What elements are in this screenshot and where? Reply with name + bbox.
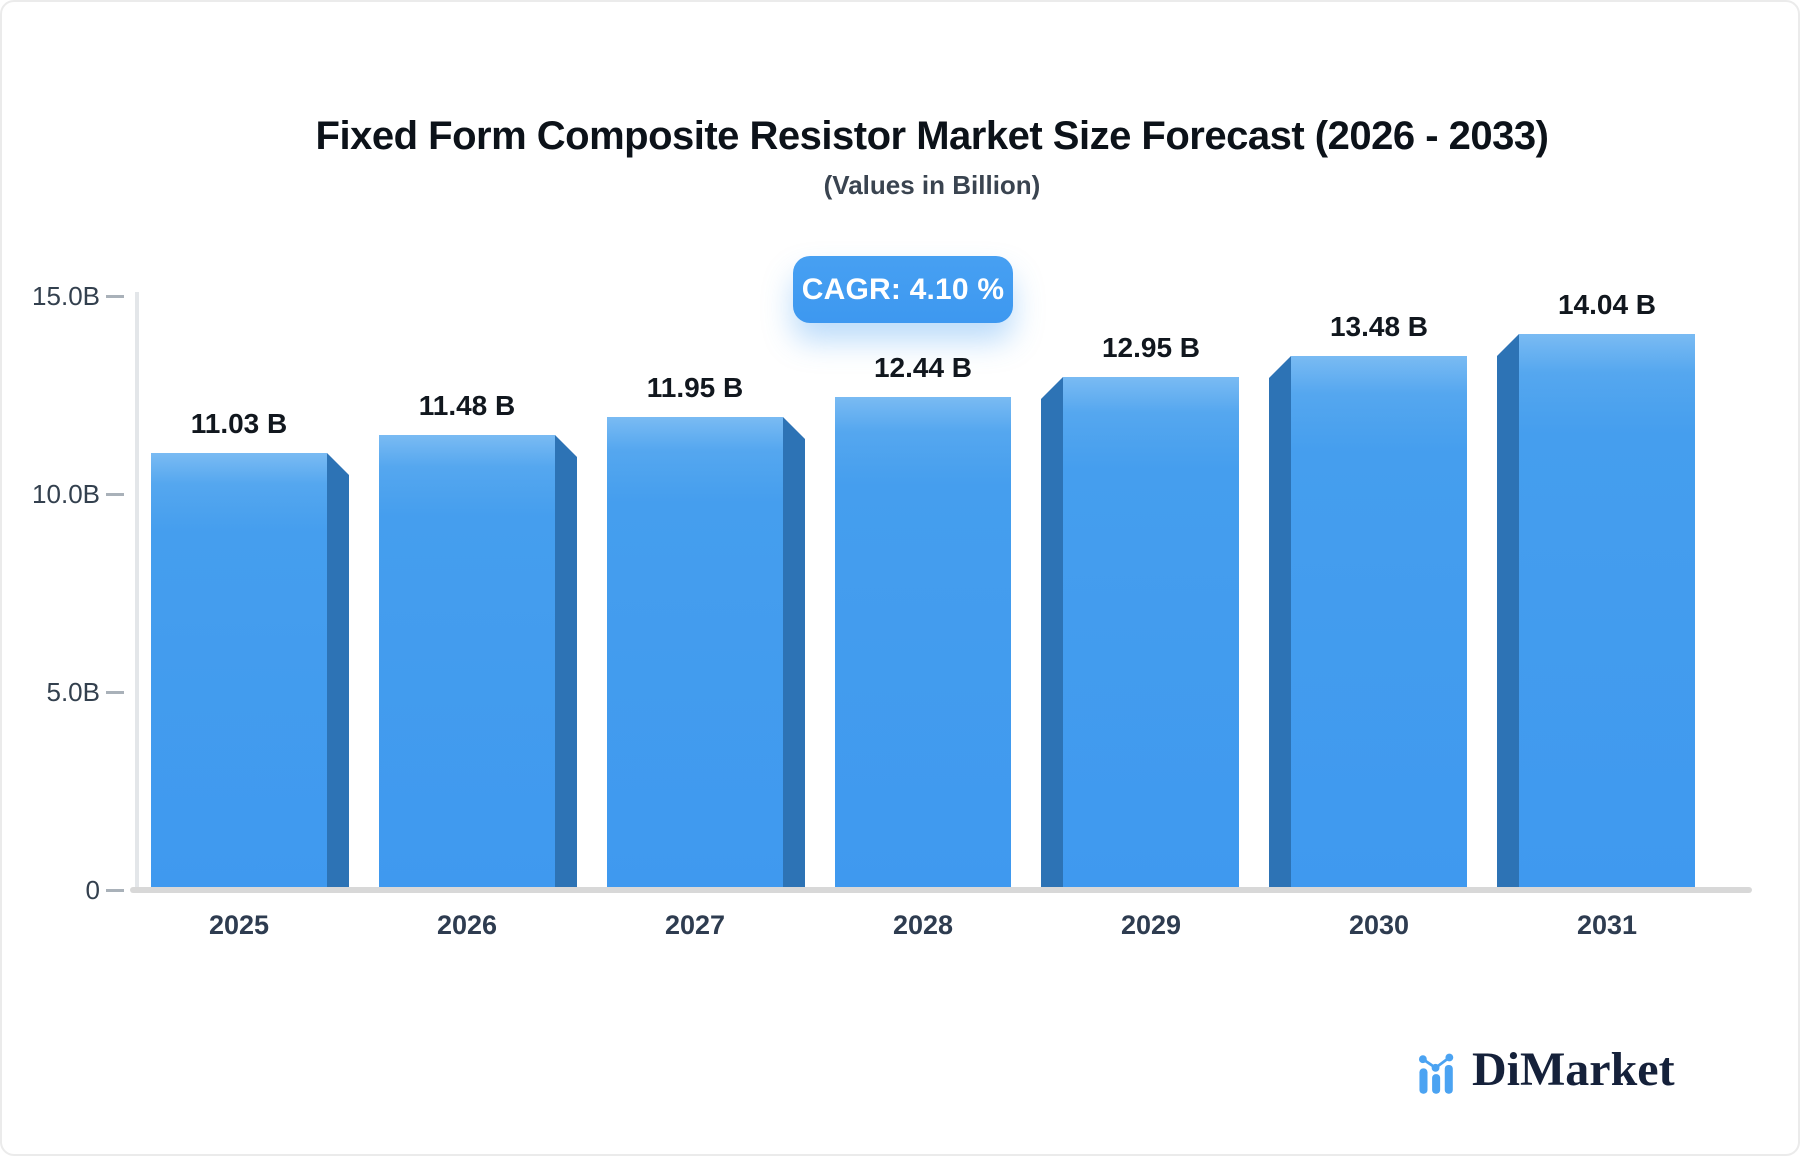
- y-axis-tick-mark: [106, 691, 124, 694]
- x-axis-label: 2027: [664, 910, 726, 940]
- bar-2025: [151, 453, 327, 890]
- bar-value-label: 11.95 B: [646, 372, 744, 403]
- x-axis-label: 2026: [436, 910, 498, 940]
- y-axis-tick-label: 5.0B: [46, 677, 101, 707]
- bar-2031: [1519, 334, 1695, 890]
- bar-side-face-2025: [327, 453, 349, 890]
- x-axis-label: 2031: [1576, 910, 1638, 940]
- brand-logo: DiMarket: [1416, 1044, 1675, 1096]
- x-axis-label: 2025: [208, 910, 270, 940]
- bar-value-label: 14.04 B: [1557, 289, 1657, 320]
- y-axis-line: [135, 292, 139, 893]
- bar-side-face-2027: [783, 417, 805, 890]
- y-axis-tick-mark: [106, 295, 124, 298]
- bar-value-label: 12.95 B: [1101, 332, 1201, 363]
- bar-2030: [1291, 356, 1467, 890]
- y-axis-tick-mark: [106, 493, 124, 496]
- y-axis-tick-label: 15.0B: [32, 281, 100, 311]
- bar-value-label: 12.44 B: [873, 352, 973, 383]
- cagr-badge-label: CAGR: 4.10 %: [801, 272, 1005, 306]
- cagr-badge: CAGR: 4.10 %: [793, 256, 1013, 323]
- bar-2026: [379, 435, 555, 890]
- chart-subtitle: (Values in Billion): [823, 170, 1041, 200]
- bar-side-face-2031: [1497, 334, 1519, 890]
- brand-logo-text: DiMarket: [1472, 1043, 1675, 1096]
- x-axis-line: [130, 887, 1752, 893]
- bar-2029: [1063, 377, 1239, 890]
- y-axis-tick-label: 10.0B: [32, 479, 100, 509]
- y-axis-tick-label: 0: [85, 875, 100, 905]
- bar-value-label: 11.03 B: [190, 408, 288, 439]
- bar-2028: [835, 397, 1011, 890]
- bar-value-label: 11.48 B: [418, 390, 516, 421]
- x-axis-label: 2030: [1348, 910, 1410, 940]
- bar-side-face-2030: [1269, 356, 1291, 890]
- x-axis-label: 2029: [1120, 910, 1182, 940]
- chart-title: Fixed Form Composite Resistor Market Siz…: [315, 114, 1549, 158]
- mini-bar-chart-icon: [1418, 1053, 1454, 1094]
- y-axis-tick-mark: [106, 889, 124, 892]
- bar-2027: [607, 417, 783, 890]
- bar-side-face-2029: [1041, 377, 1063, 890]
- bar-side-face-2026: [555, 435, 577, 890]
- bar-value-label: 13.48 B: [1329, 311, 1429, 342]
- x-axis-label: 2028: [892, 910, 954, 940]
